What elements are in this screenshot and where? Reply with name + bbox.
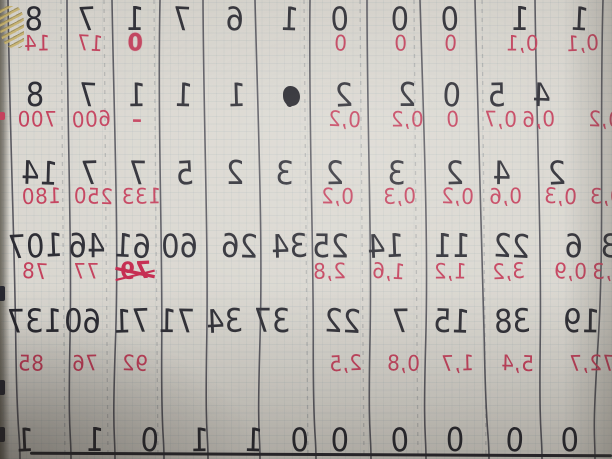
column-rule-line [419,0,428,459]
page-corner-fibers [0,6,24,48]
edge-cut-digit-mark [0,427,5,442]
pencil-dashed-guide [413,0,419,459]
column-rule-line [111,0,118,459]
pencil-dashed-guide [481,0,487,459]
column-rule-line [308,0,317,459]
pencil-dashed-guide [153,0,159,459]
pencil-dashed-guide [103,0,109,459]
column-rule-line [202,0,209,459]
column-rule-line [66,0,72,459]
edge-cut-digit-mark [0,380,5,395]
column-rule-line [593,0,604,459]
edge-cut-digit-mark [0,112,5,120]
column-rule-line [366,0,372,459]
column-rule-line [474,0,490,459]
column-rule-line [158,0,165,459]
column-rule-line [254,0,262,459]
pencil-dashed-guide [303,0,309,459]
column-rule-line [534,0,543,459]
pencil-dashed-guide [359,0,365,459]
ink-blot [283,86,300,106]
edge-cut-digit-mark [0,286,5,301]
pencil-dashed-guide [60,0,66,459]
